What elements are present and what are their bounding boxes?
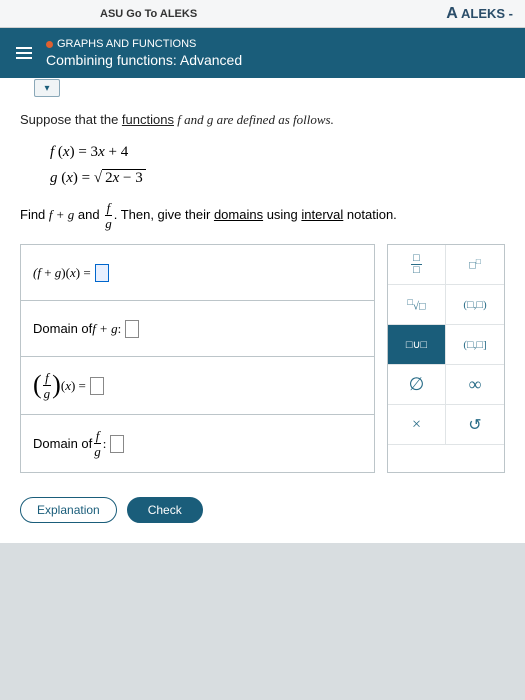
menu-icon[interactable] [16,47,32,59]
domains-link[interactable]: domains [214,207,263,222]
half-open-tool[interactable]: (□,□] [446,325,504,365]
answer-row-foverg: (fg)(x) = [21,357,374,415]
go-to-aleks-link[interactable]: ASU Go To ALEKS [100,8,197,20]
chevron-down-icon[interactable]: ▾ [34,79,60,97]
check-button[interactable]: Check [127,497,203,523]
explanation-button[interactable]: Explanation [20,497,117,523]
topic-label: GRAPHS AND FUNCTIONS [46,38,242,50]
interval-link[interactable]: interval [301,207,343,222]
bottom-actions: Explanation Check [0,481,525,543]
infinity-tool[interactable]: ∞ [446,365,504,405]
empty-set-tool[interactable]: ∅ [388,365,446,405]
section-header: GRAPHS AND FUNCTIONS Combining functions… [0,28,525,78]
equation-g: g (x) = 2x − 3 [50,166,505,192]
given-equations: f (x) = 3x + 4 g (x) = 2x − 3 [50,140,505,191]
answer-row-domain-foverg: Domain of fg : [21,415,374,472]
answer-row-domain-fplusg: Domain of f + g : [21,301,374,357]
instruction-text: Find f + g and fg. Then, give their doma… [20,201,505,230]
answer-row-fplusg: (f + g)(x) = [21,245,374,301]
input-domain-fplusg[interactable] [125,320,139,338]
functions-link[interactable]: functions [122,112,174,127]
work-area: (f + g)(x) = Domain of f + g : (fg)(x) =… [20,244,505,473]
input-fplusg[interactable] [95,264,109,282]
problem-content: Suppose that the functions f and g are d… [0,98,525,481]
times-tool[interactable]: × [388,405,446,445]
topic-bullet-icon [46,41,53,48]
nth-root-tool[interactable]: □√□ [388,285,446,325]
exponent-tool[interactable]: □□ [446,245,504,285]
collapse-bar: ▾ [0,78,525,98]
lesson-title: Combining functions: Advanced [46,52,242,68]
input-foverg[interactable] [90,377,104,395]
equation-f: f (x) = 3x + 4 [50,140,505,166]
input-domain-foverg[interactable] [110,435,124,453]
prompt-text: Suppose that the functions f and g are d… [20,112,505,128]
open-interval-tool[interactable]: (□,□) [446,285,504,325]
answer-column: (f + g)(x) = Domain of f + g : (fg)(x) =… [20,244,375,473]
union-tool[interactable]: □∪□ [388,325,446,365]
top-bar: ASU Go To ALEKS A ALEKS - [0,0,525,28]
fraction-tool[interactable]: □□ [388,245,446,285]
aleks-brand: A ALEKS - [446,5,513,23]
math-toolpad: □□ □□ □√□ (□,□) □∪□ (□,□] ∅ ∞ × ↺ [387,244,505,473]
undo-tool[interactable]: ↺ [446,405,504,445]
